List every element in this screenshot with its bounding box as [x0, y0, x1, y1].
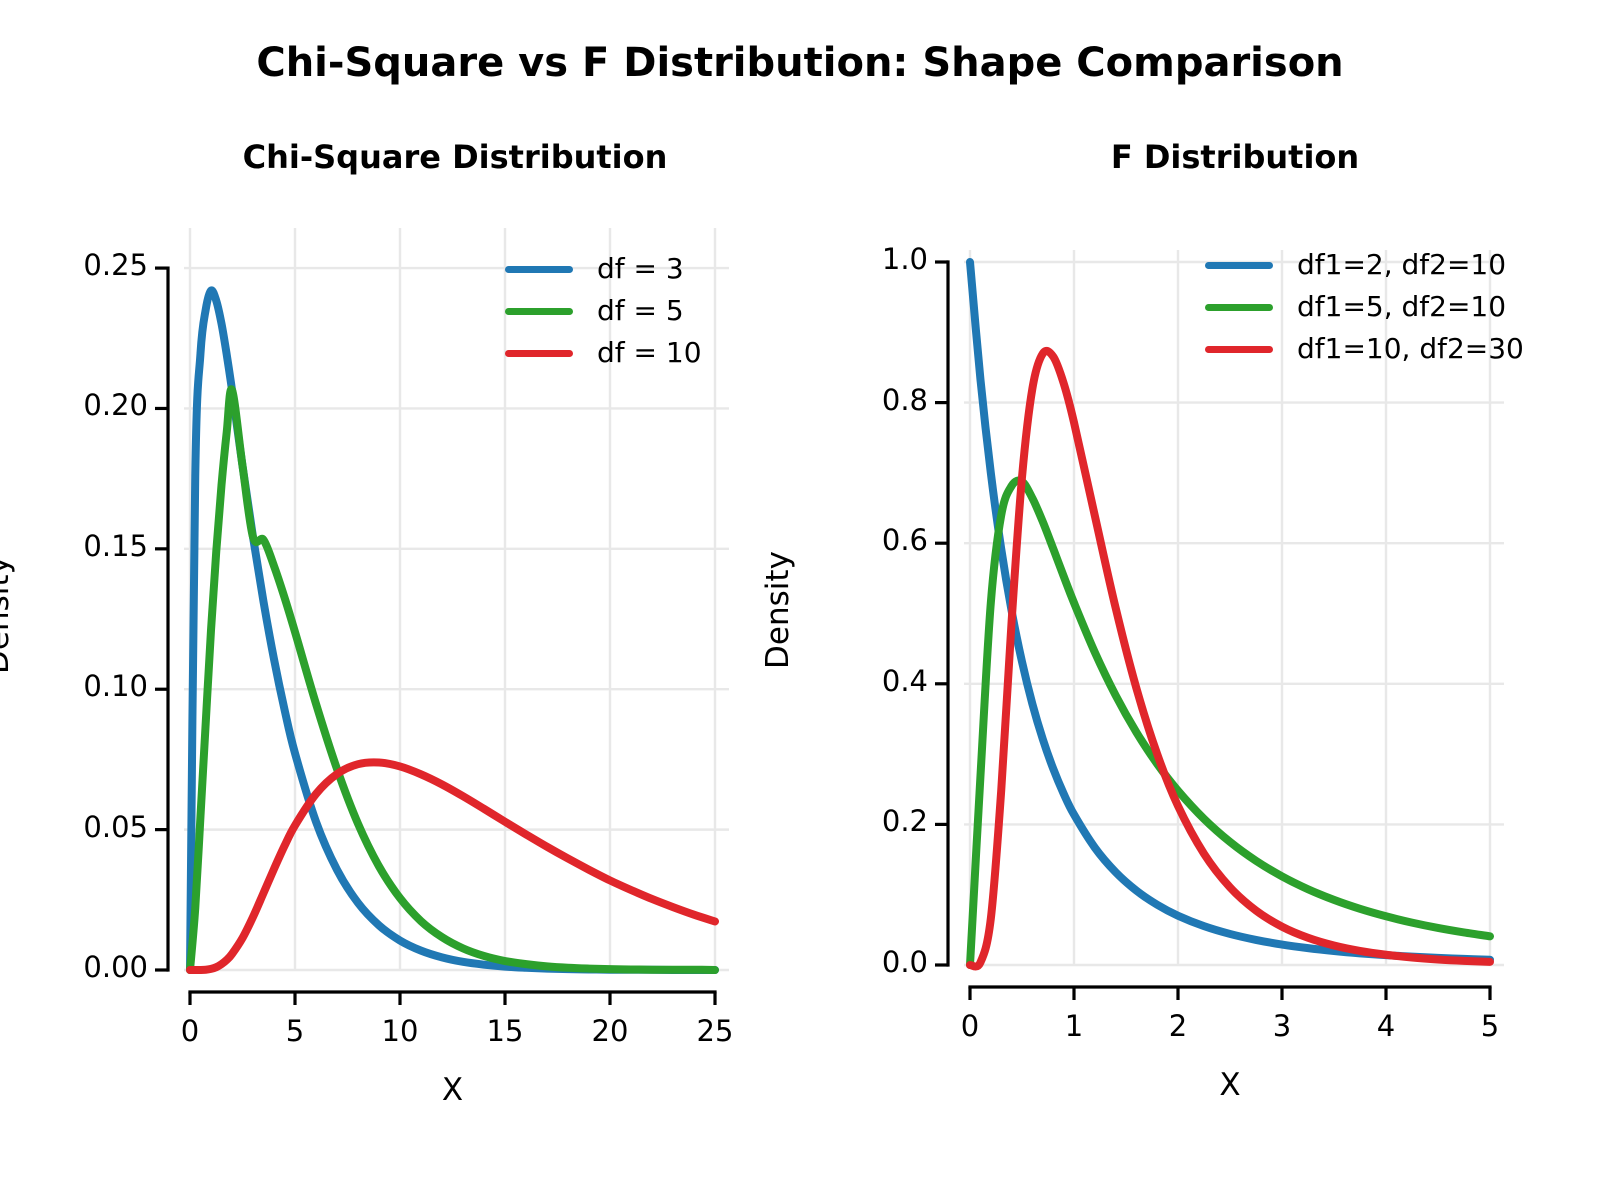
x-tick-label: 1 — [1064, 1009, 1084, 1043]
f-distribution-plot — [935, 250, 1504, 1000]
series-group — [966, 258, 1494, 971]
y-tick-label: 0.6 — [881, 523, 928, 558]
legend-color-swatch — [1205, 303, 1273, 311]
series-group — [186, 286, 719, 975]
legend-item[interactable]: df = 3 — [505, 248, 702, 290]
figure-suptitle: Chi-Square vs F Distribution: Shape Comp… — [256, 40, 1344, 86]
axis-ticks — [935, 260, 1492, 1000]
right-legend: df1=2, df2=10 df1=5, df2=10 df1=10, df2=30 — [1205, 244, 1524, 370]
y-tick-label: 0.15 — [83, 528, 148, 563]
x-tick-label: 0 — [180, 1014, 200, 1048]
legend-label: df1=5, df2=10 — [1297, 290, 1507, 323]
series-line-2 — [966, 346, 1494, 971]
y-tick-label: 0.20 — [83, 388, 148, 423]
y-axis-label: Density — [0, 556, 16, 674]
chi-square-plot — [155, 228, 729, 1005]
y-tick-label: 0.05 — [83, 809, 148, 844]
legend-color-swatch — [505, 265, 573, 273]
legend-item[interactable]: df = 5 — [505, 290, 702, 332]
x-axis-label: X — [1219, 1067, 1241, 1103]
chi-square-panel: 0.00 0.05 0.10 0.15 0.20 0.25 0 5 10 15 20 25 X Densi… — [0, 228, 734, 1108]
x-tick-label: 20 — [591, 1014, 629, 1048]
legend-color-swatch — [1205, 261, 1273, 269]
legend-item[interactable]: df1=5, df2=10 — [1205, 286, 1524, 328]
gridlines — [184, 228, 729, 972]
legend-item[interactable]: df = 10 — [505, 332, 702, 374]
legend-item[interactable]: df1=2, df2=10 — [1205, 244, 1524, 286]
axis-spines — [166, 266, 717, 994]
right-panel-title: F Distribution — [1110, 138, 1360, 176]
left-legend: df = 3 df = 5 df = 10 — [505, 248, 702, 374]
f-distribution-panel: 0.0 0.2 0.4 0.6 0.8 1.0 0 1 2 3 4 5 X Density df1=2, d… — [760, 0, 1600, 1200]
x-tick-label: 10 — [381, 1014, 419, 1048]
series-line-0 — [186, 286, 719, 975]
y-axis-label: Density — [760, 550, 796, 669]
series-line-2 — [186, 758, 719, 975]
y-tick-label: 0.10 — [83, 669, 148, 704]
y-tick-label: 0.4 — [881, 663, 928, 698]
y-tick-label: 0.25 — [83, 248, 148, 283]
x-axis-label: X — [441, 1072, 464, 1108]
x-tick-label: 2 — [1168, 1009, 1188, 1043]
legend-color-swatch — [505, 307, 573, 315]
y-tick-label: 0.8 — [881, 382, 928, 417]
y-tick-label: 0.2 — [881, 804, 928, 839]
x-tick-label: 0 — [960, 1009, 980, 1043]
x-tick-label: 25 — [696, 1014, 734, 1048]
x-tick-label: 3 — [1272, 1009, 1292, 1043]
legend-label: df1=10, df2=30 — [1297, 332, 1524, 365]
legend-label: df = 5 — [597, 294, 684, 327]
legend-item[interactable]: df1=10, df2=30 — [1205, 328, 1524, 370]
x-tick-label: 15 — [486, 1014, 524, 1048]
legend-color-swatch — [505, 349, 573, 357]
series-line-1 — [186, 385, 719, 974]
legend-label: df = 10 — [597, 336, 702, 369]
left-panel-title: Chi-Square Distribution — [242, 138, 668, 176]
legend-label: df = 3 — [597, 252, 684, 285]
series-line-1 — [966, 476, 1494, 969]
axis-spines — [946, 260, 1492, 989]
y-tick-label: 1.0 — [881, 242, 928, 276]
x-tick-label: 5 — [1480, 1009, 1500, 1043]
legend-label: df1=2, df2=10 — [1297, 248, 1507, 281]
y-tick-label: 0.0 — [881, 945, 928, 979]
legend-color-swatch — [1205, 345, 1273, 353]
x-tick-label: 5 — [285, 1014, 305, 1048]
axis-ticks — [155, 266, 717, 1005]
x-tick-label: 4 — [1376, 1009, 1396, 1043]
y-tick-label: 0.00 — [83, 950, 148, 984]
